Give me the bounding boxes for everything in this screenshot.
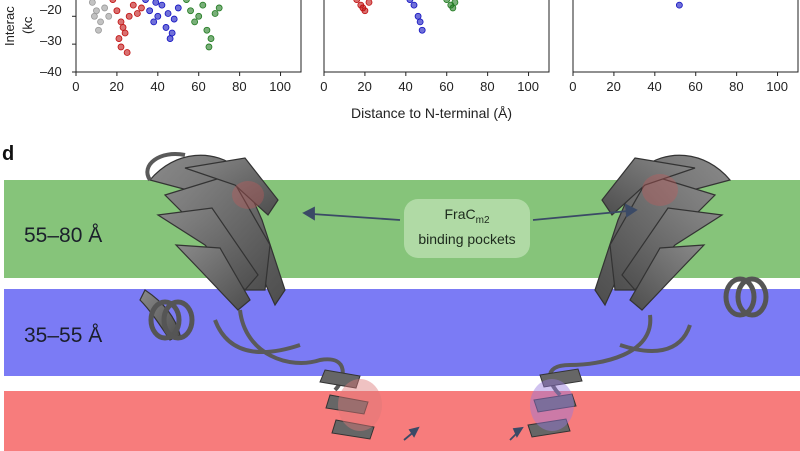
data-point xyxy=(406,0,414,3)
data-point xyxy=(168,29,176,37)
x-tick-label: 100 xyxy=(766,79,788,94)
data-point xyxy=(146,7,154,15)
binding-pockets-callout: FraCm2 binding pockets xyxy=(404,199,530,258)
data-point xyxy=(675,1,683,9)
data-point xyxy=(129,1,137,9)
x-tick-label: 0 xyxy=(72,79,80,94)
x-tick-label: 80 xyxy=(729,79,744,94)
x-tick-label: 40 xyxy=(398,79,413,94)
data-point xyxy=(195,12,203,20)
plot-frame xyxy=(572,0,799,73)
data-point xyxy=(215,4,223,12)
data-point xyxy=(443,0,451,3)
data-point xyxy=(170,15,178,23)
data-point xyxy=(133,10,141,17)
callout-line1: FraCm2 xyxy=(404,205,530,230)
data-point xyxy=(109,0,117,3)
callout-line2: binding pockets xyxy=(418,230,516,247)
data-point xyxy=(125,12,133,20)
data-point xyxy=(91,12,98,20)
scatter-panels xyxy=(72,0,799,76)
callout-main: FraC xyxy=(444,206,476,222)
y-tick-label: –40 xyxy=(40,64,62,79)
data-point xyxy=(150,18,158,26)
data-point xyxy=(211,10,219,17)
data-point xyxy=(97,18,104,26)
x-tick-label: 20 xyxy=(357,79,372,94)
data-point xyxy=(121,29,129,37)
x-tick-label: 60 xyxy=(688,79,703,94)
data-point xyxy=(359,4,367,12)
data-point xyxy=(88,0,96,6)
data-point xyxy=(154,12,162,20)
data-point xyxy=(410,1,418,9)
x-tick-label: 80 xyxy=(480,79,495,94)
data-point xyxy=(191,18,199,26)
band-lower xyxy=(4,391,800,451)
band-35-55: 35–55 Å xyxy=(4,289,800,376)
data-point xyxy=(166,35,174,42)
data-point xyxy=(164,10,172,17)
x-tick-label: 20 xyxy=(606,79,621,94)
band-label-55-80: 55–80 Å xyxy=(24,224,103,247)
data-point xyxy=(418,26,426,34)
plot-frame xyxy=(75,0,302,73)
data-point xyxy=(414,12,422,20)
data-point xyxy=(158,1,166,9)
x-tick-label: 100 xyxy=(517,79,539,94)
data-point xyxy=(115,35,123,42)
data-point xyxy=(113,7,121,15)
data-point xyxy=(187,7,194,15)
data-point xyxy=(123,49,131,56)
data-point xyxy=(117,18,125,26)
x-tick-label: 0 xyxy=(320,79,328,94)
data-point xyxy=(203,26,211,34)
data-point xyxy=(199,1,207,9)
data-point xyxy=(449,4,457,12)
panel-d-letter: d xyxy=(2,143,15,165)
data-point xyxy=(105,12,113,20)
protein-structure-illustration xyxy=(139,152,769,441)
data-point xyxy=(138,4,145,12)
data-point xyxy=(183,0,190,3)
x-tick-label: 40 xyxy=(647,79,662,94)
data-point xyxy=(119,24,127,31)
x-tick-label: 60 xyxy=(191,79,206,94)
data-point xyxy=(162,24,170,31)
x-tick-label: 40 xyxy=(150,79,165,94)
x-tick-label: 80 xyxy=(232,79,247,94)
data-point xyxy=(152,0,160,6)
x-tick-label: 100 xyxy=(269,79,291,94)
plot-frame xyxy=(323,0,550,73)
data-point xyxy=(365,0,373,6)
y-tick-label: –20 xyxy=(40,2,62,17)
data-point xyxy=(205,43,213,51)
y-tick-label: –30 xyxy=(40,33,62,48)
x-tick-label: 20 xyxy=(109,79,124,94)
band-label-35-55: 35–55 Å xyxy=(24,324,103,347)
data-point xyxy=(95,26,102,34)
data-point xyxy=(174,4,182,12)
x-tick-label: 60 xyxy=(439,79,454,94)
data-point xyxy=(117,43,125,51)
data-point xyxy=(142,0,149,3)
callout-subscript: m2 xyxy=(475,214,490,226)
data-point xyxy=(207,35,215,42)
data-point xyxy=(416,18,424,26)
data-point xyxy=(93,7,100,15)
data-point xyxy=(101,4,109,12)
x-axis-label: Distance to N-terminal (Å) xyxy=(351,105,513,121)
data-point xyxy=(353,0,361,3)
x-tick-label: 0 xyxy=(569,79,577,94)
